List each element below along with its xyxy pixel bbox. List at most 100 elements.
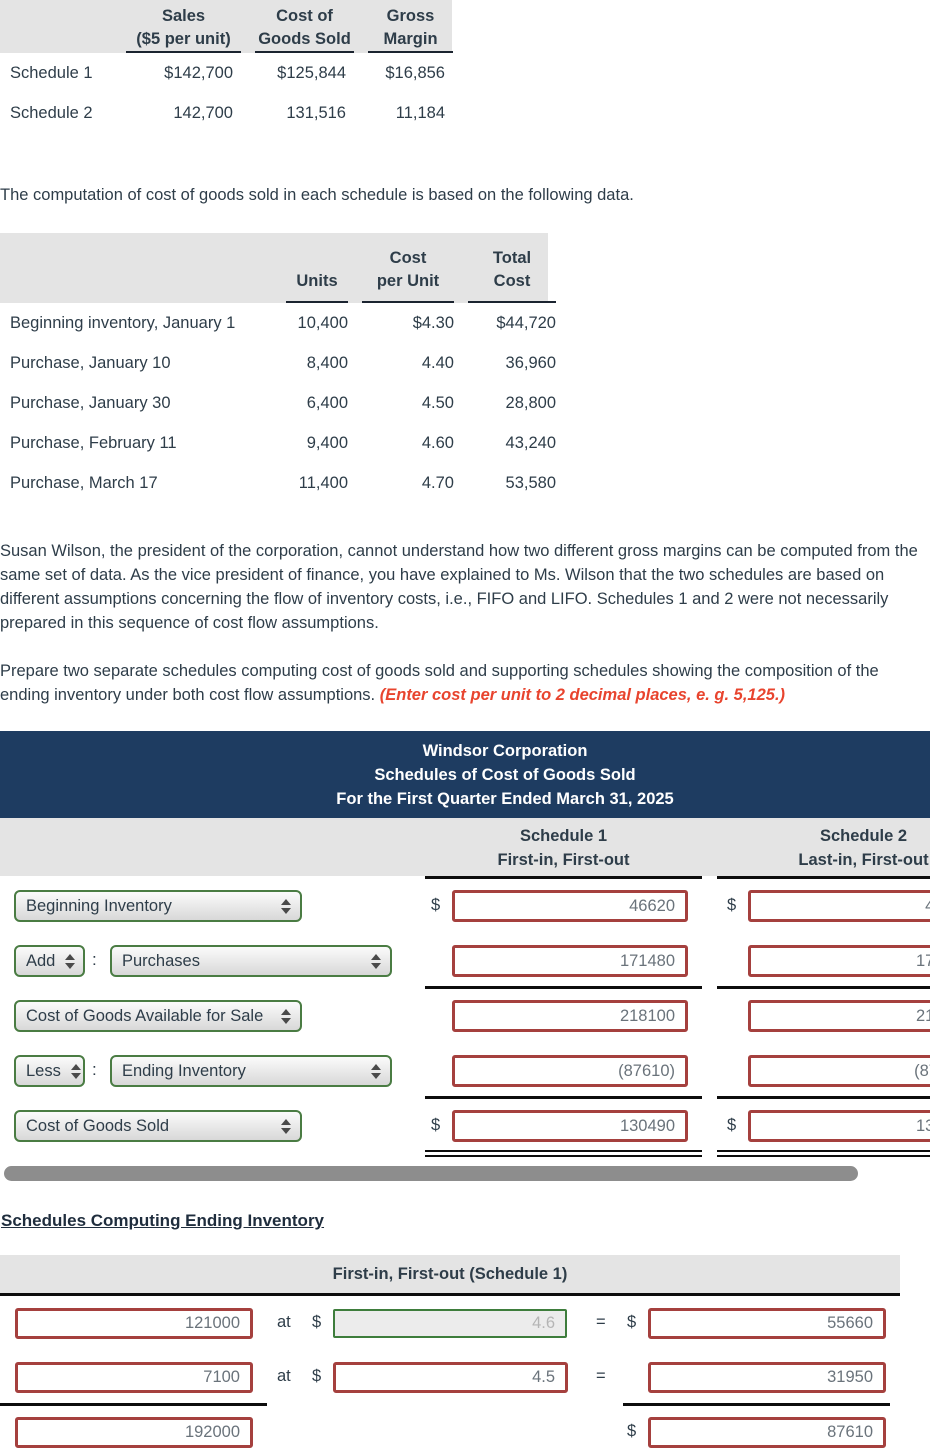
problem-narrative: Susan Wilson, the president of the corpo… [0, 542, 918, 632]
table-row: Purchase, January 10 8,400 4.40 36,960 [0, 343, 556, 383]
margin-value: $16,856 [385, 63, 445, 82]
cost-per-unit-column-header: Cost per Unit [362, 247, 454, 303]
schedule1-column-header: Schedule 1 First-in, First-out [497, 827, 630, 869]
total-value: $44,720 [496, 313, 556, 332]
amount-input[interactable] [648, 1362, 886, 1393]
dollar-sign: $ [727, 896, 737, 914]
units-input[interactable] [15, 1362, 253, 1393]
schedule2-goods-available-input[interactable] [748, 1000, 930, 1032]
ending-inventory-select[interactable]: Ending Inventory [110, 1055, 392, 1087]
price-input-readonly[interactable] [333, 1309, 567, 1338]
underline-schedule2 [717, 876, 930, 879]
select-arrows-icon [361, 1063, 381, 1079]
row-label: Schedule 1 [10, 63, 93, 82]
total-rule [623, 1403, 890, 1406]
select-label: Cost of Goods Available for Sale [26, 1006, 264, 1025]
subtotal-rule [717, 1096, 930, 1099]
cost-of-goods-sold-select[interactable]: Cost of Goods Sold [14, 1110, 302, 1142]
schedule1-ending-inventory-input[interactable] [452, 1055, 688, 1087]
add-select[interactable]: Add [14, 945, 85, 977]
cogs-value: $125,844 [277, 63, 346, 82]
total-rule [0, 1403, 267, 1406]
instructions-text: Prepare two separate schedules computing… [0, 662, 879, 704]
fifo-ending-inventory-table: First-in, First-out (Schedule 1) at $ = … [0, 1255, 900, 1449]
margin-column-header: Gross Margin [368, 5, 453, 53]
colon-separator: : [92, 950, 97, 969]
select-arrows-icon [61, 1063, 81, 1079]
row-label: Purchase, January 30 [10, 393, 171, 412]
total-double-rule [425, 1150, 702, 1152]
row-label: Purchase, February 11 [10, 433, 177, 452]
row-label: Schedule 2 [10, 103, 93, 122]
units-value: 9,400 [306, 433, 348, 452]
schedule2-cogs-input[interactable] [748, 1110, 930, 1142]
underline-schedule1 [425, 876, 702, 879]
select-arrows-icon [271, 1008, 291, 1024]
less-select[interactable]: Less [14, 1055, 85, 1087]
select-arrows-icon [271, 1118, 291, 1134]
equals-sign: = [596, 1313, 606, 1331]
cost-value: 4.50 [421, 393, 454, 412]
table-row: Beginning inventory, January 1 10,400 $4… [0, 303, 556, 343]
row-label: Purchase, January 10 [10, 353, 171, 372]
select-label: Cost of Goods Sold [26, 1116, 170, 1135]
cost-of-goods-available-select[interactable]: Cost of Goods Available for Sale [14, 1000, 302, 1032]
select-label: Ending Inventory [122, 1061, 246, 1080]
cogs-column-header: Cost of Goods Sold [255, 5, 354, 53]
total-value: 28,800 [505, 393, 556, 412]
total-units-input[interactable] [15, 1417, 253, 1448]
horizontal-scrollbar-thumb[interactable] [4, 1166, 858, 1181]
schedule2-purchases-input[interactable] [748, 945, 930, 977]
select-label: Add [26, 951, 56, 970]
schedule1-goods-available-input[interactable] [452, 1000, 688, 1032]
gross-margin-table: Sales ($5 per unit) Cost of Goods Sold G… [0, 0, 453, 133]
beginning-inventory-select[interactable]: Beginning Inventory [14, 890, 302, 922]
row-label: Purchase, March 17 [10, 473, 158, 492]
gross-margin-table-header: Sales ($5 per unit) Cost of Goods Sold G… [0, 0, 453, 53]
total-double-rule [425, 1155, 702, 1157]
cogs-value: 131,516 [286, 103, 346, 122]
colon-separator: : [92, 1060, 97, 1079]
table-row: Purchase, January 30 6,400 4.50 28,800 [0, 383, 556, 423]
empty-header-cell [0, 247, 272, 303]
schedule-column-headers: Schedule 1 First-in, First-out Schedule … [0, 818, 930, 876]
schedule1-cogs-input[interactable] [452, 1110, 688, 1142]
fifo-table-header: First-in, First-out (Schedule 1) [0, 1255, 900, 1296]
cost-value: 4.40 [421, 353, 454, 372]
amount-input[interactable] [648, 1308, 886, 1339]
dollar-sign: $ [627, 1313, 637, 1331]
schedule2-ending-inventory-input[interactable] [748, 1055, 930, 1087]
total-amount-input[interactable] [648, 1417, 886, 1448]
total-value: 43,240 [505, 433, 556, 452]
schedule1-beginning-inventory-input[interactable] [452, 890, 688, 922]
at-label: at [277, 1313, 291, 1331]
price-input[interactable] [333, 1362, 568, 1393]
units-value: 6,400 [306, 393, 348, 412]
total-value: 36,960 [505, 353, 556, 372]
units-value: 10,400 [297, 313, 348, 332]
table-row: Purchase, February 11 9,400 4.60 43,240 [0, 423, 556, 463]
table-row: Schedule 2 142,700 131,516 11,184 [0, 93, 452, 133]
units-input[interactable] [15, 1308, 253, 1339]
schedule1-purchases-input[interactable] [452, 945, 688, 977]
intro-text: The computation of cost of goods sold in… [0, 186, 634, 204]
instructions: Prepare two separate schedules computing… [0, 659, 932, 707]
select-label: Beginning Inventory [26, 896, 172, 915]
row-label: Beginning inventory, January 1 [10, 313, 236, 332]
empty-header-cell [0, 5, 112, 53]
sales-value: 142,700 [173, 103, 233, 122]
purchases-select[interactable]: Purchases [110, 945, 392, 977]
fifo-table-rows: at $ = $ at $ = $ [0, 1296, 900, 1449]
subtotal-rule [425, 1096, 702, 1099]
subtotal-rule [717, 986, 930, 989]
select-label: Purchases [122, 951, 200, 970]
dollar-sign: $ [727, 1116, 737, 1134]
total-double-rule [717, 1155, 930, 1157]
schedule2-beginning-inventory-input[interactable] [748, 890, 930, 922]
select-arrows-icon [361, 953, 381, 969]
cogs-schedules-widget: Windsor Corporation Schedules of Cost of… [0, 731, 930, 1162]
inventory-table-header: Units Cost per Unit Total Cost [0, 233, 556, 303]
dollar-sign: $ [312, 1313, 322, 1331]
dollar-sign: $ [627, 1422, 637, 1440]
